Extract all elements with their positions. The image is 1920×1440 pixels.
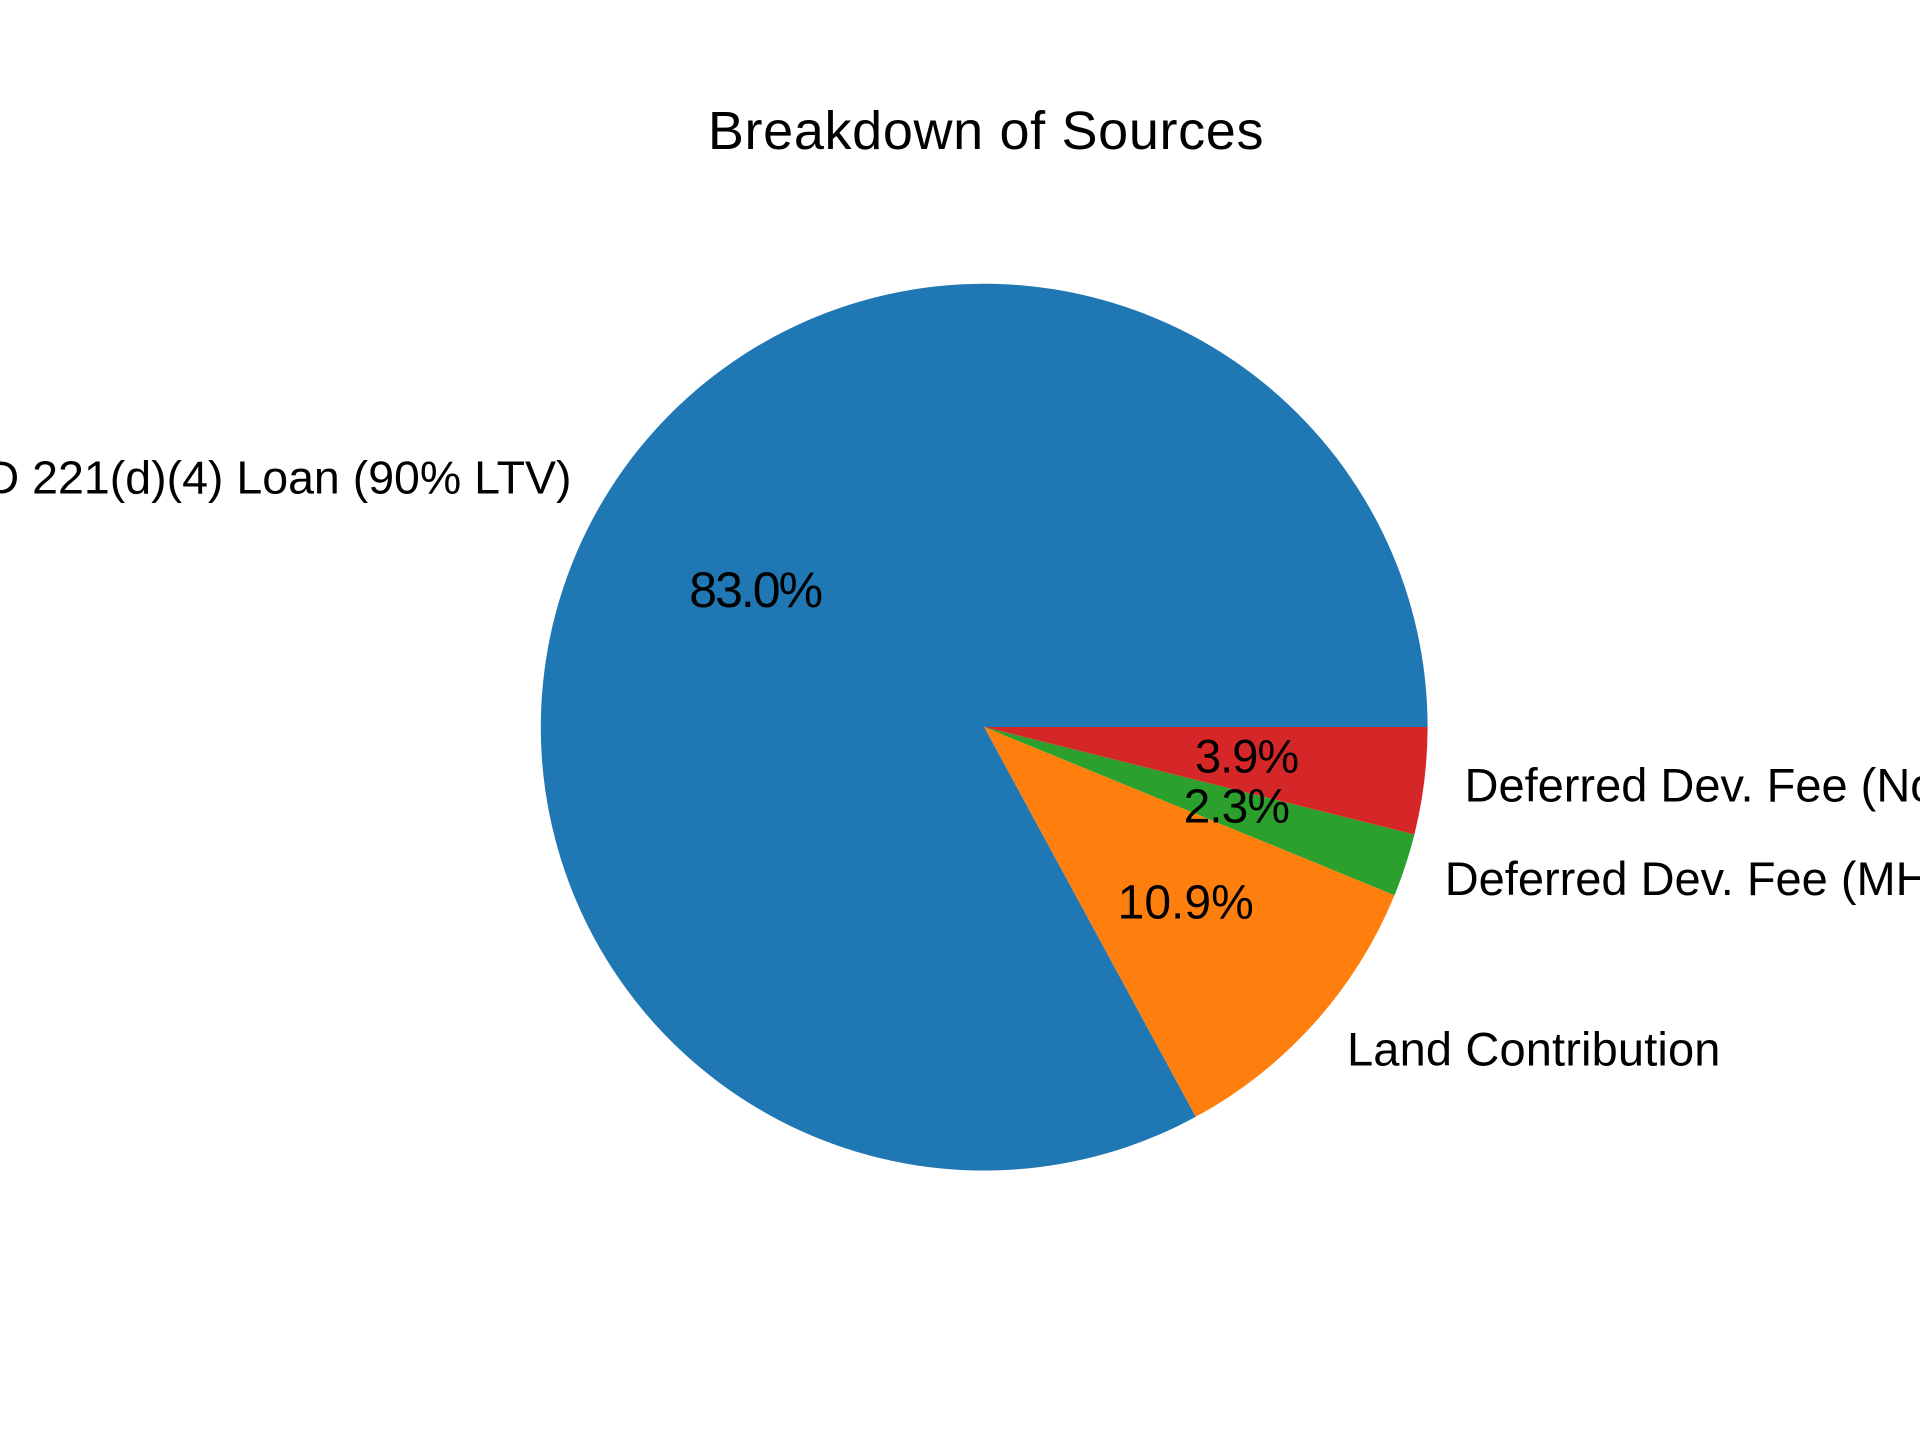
svg-text:Deferred Dev. Fee (Non-MHDC): Deferred Dev. Fee (Non-MHDC) [1465, 759, 1920, 812]
svg-text:Breakdown of Sources: Breakdown of Sources [708, 101, 1264, 161]
svg-text:10.9%: 10.9% [1118, 876, 1254, 929]
svg-text:Land Contribution: Land Contribution [1347, 1023, 1721, 1076]
svg-text:HUD 221(d)(4) Loan (90% LTV): HUD 221(d)(4) Loan (90% LTV) [0, 452, 572, 504]
svg-text:3.9%: 3.9% [1195, 730, 1298, 783]
svg-text:Deferred Dev. Fee (MHDC): Deferred Dev. Fee (MHDC) [1445, 852, 1920, 905]
svg-text:2.3%: 2.3% [1184, 781, 1289, 834]
svg-text:83.0%: 83.0% [689, 562, 821, 618]
